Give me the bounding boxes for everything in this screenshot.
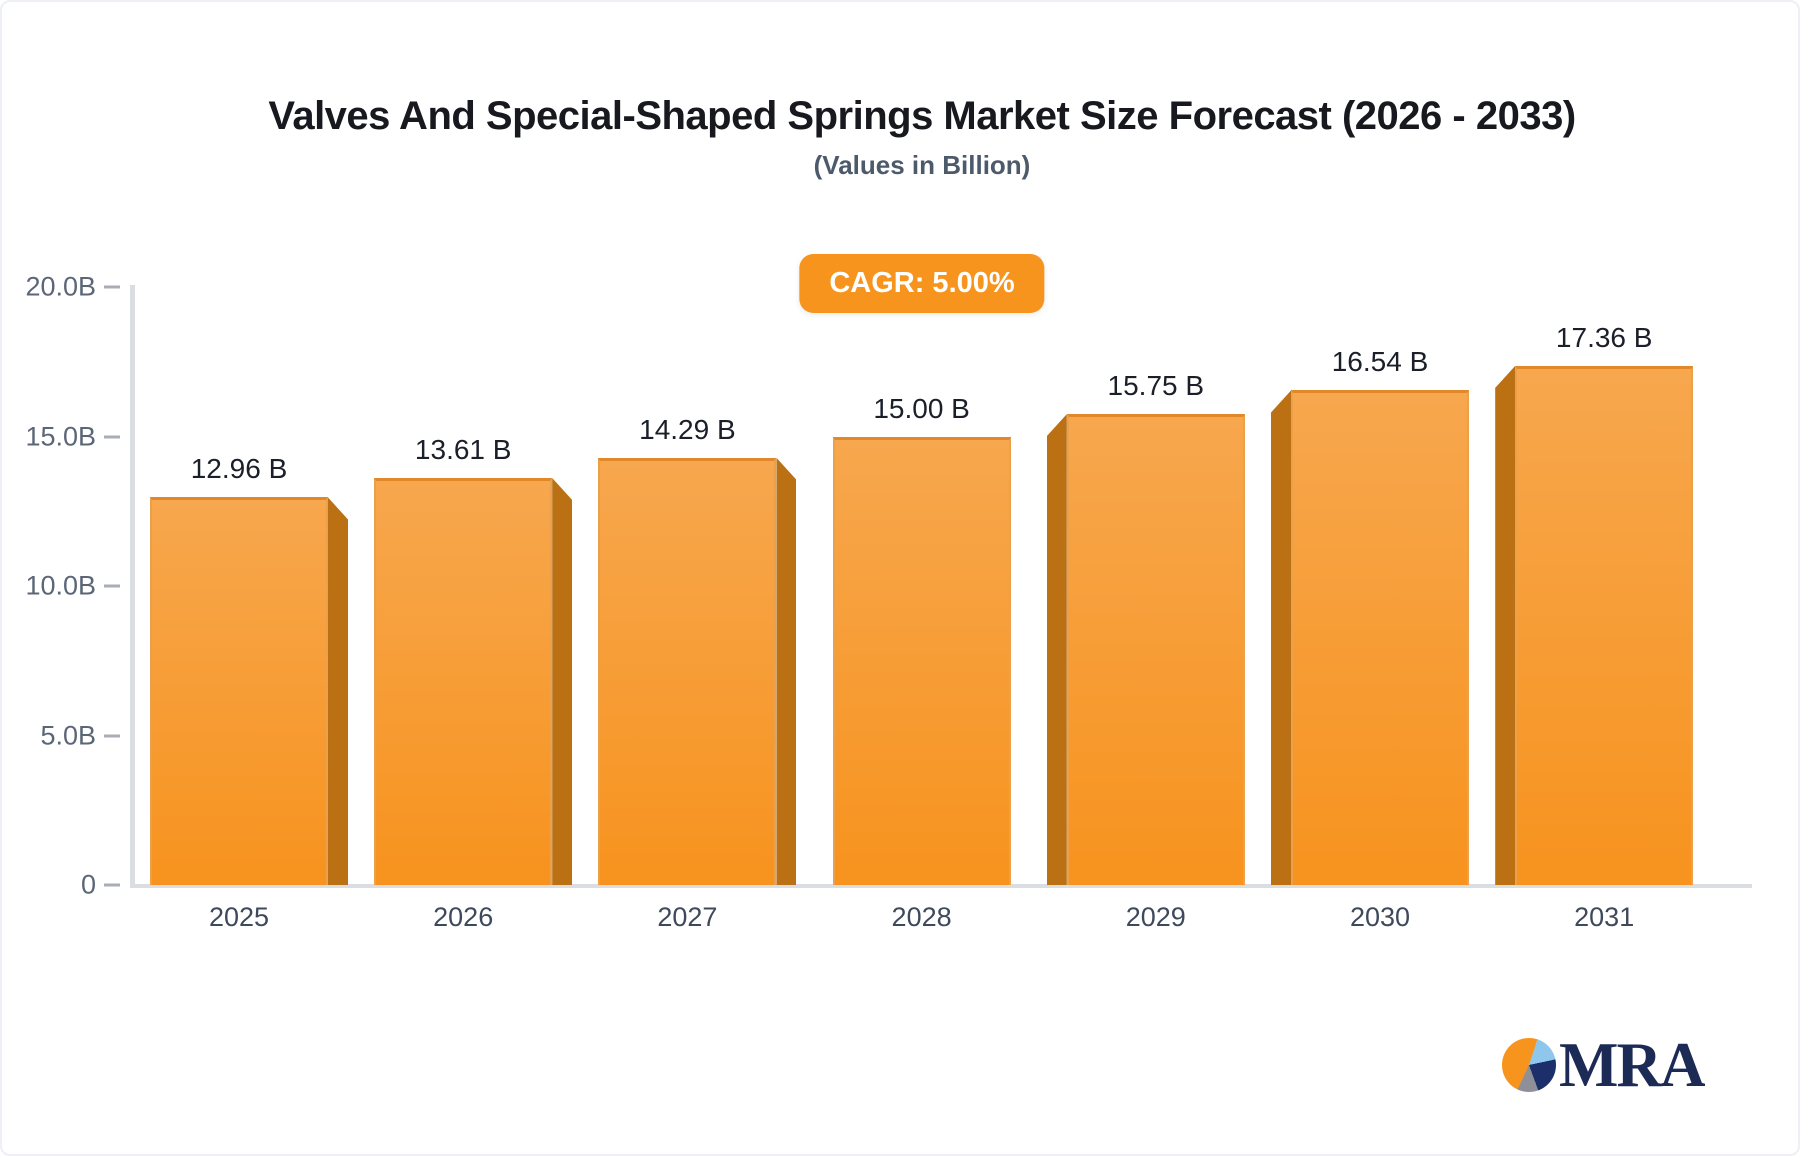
pie-chart-logo-icon [1502,1038,1556,1092]
logo-text: MRA [1559,1030,1705,1100]
y-axis-tick-label: 20.0B [25,271,96,302]
x-axis-label-2029: 2029 [1125,902,1186,932]
bar-2030 [1291,390,1469,885]
bar-value-label-2025: 12.96 B [190,453,288,485]
x-axis-label-2025: 2025 [208,902,270,932]
x-axis-line [130,884,1752,888]
company-logo: MRA [1502,1030,1705,1100]
bar-side-2030 [1271,390,1291,885]
x-axis-label-2031: 2031 [1574,902,1635,932]
bar-2031 [1515,365,1694,885]
x-axis-label-2030: 2030 [1349,902,1411,932]
chart-title: Valves And Special-Shaped Springs Market… [268,94,1576,138]
y-axis-tick-mark [104,285,120,289]
bar-side-2026 [552,478,573,885]
bar-value-label-2031: 17.36 B [1555,321,1653,353]
y-axis-tick-mark [104,734,120,737]
bar-side-2029 [1046,414,1067,885]
bar-2027 [598,457,777,885]
y-axis-tick-mark [104,883,120,887]
bar-value-label-2028: 15.00 B [873,392,970,424]
bar-2025 [150,497,328,885]
x-axis-label-2028: 2028 [891,902,952,932]
y-axis-tick-label: 0 [80,869,96,900]
x-axis-label-2026: 2026 [433,902,494,932]
bar-value-label-2026: 13.61 B [414,434,512,466]
y-axis-tick-label: 5.0B [40,720,96,750]
bar-2029 [1066,414,1245,885]
x-axis-label-2027: 2027 [657,902,718,932]
cagr-badge: CAGR: 5.00% [799,254,1045,313]
y-axis-tick-mark [104,435,120,438]
y-axis-tick-label: 10.0B [25,570,96,601]
bar-side-2027 [776,457,797,885]
bar-value-label-2029: 15.75 B [1107,370,1205,402]
bar-side-2031 [1495,365,1516,885]
chart-subtitle: (Values in Billion) [813,150,1031,180]
bar-2028 [832,436,1011,885]
y-axis-tick-label: 15.0B [25,421,96,451]
bar-value-label-2027: 14.29 B [639,413,736,445]
bar-side-2025 [328,497,348,885]
bar-value-label-2030: 16.54 B [1331,346,1429,378]
y-axis-tick-mark [104,584,120,588]
bar-2026 [374,478,553,885]
y-axis-line [130,285,135,887]
